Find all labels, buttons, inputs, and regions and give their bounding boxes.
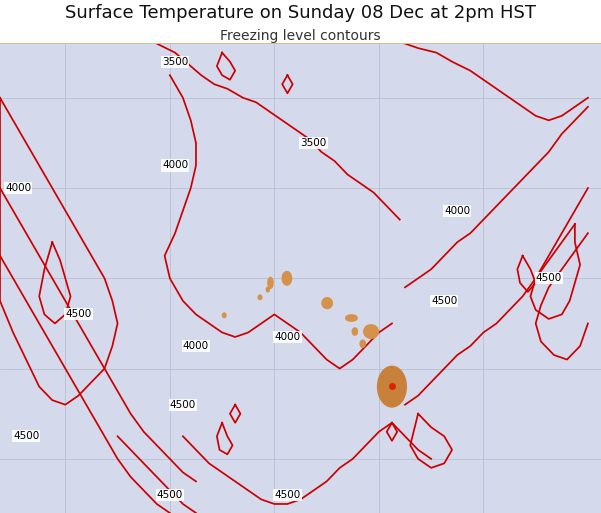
Text: 4500: 4500 [274, 490, 300, 500]
Ellipse shape [352, 328, 358, 335]
Text: 4500: 4500 [535, 273, 562, 283]
Ellipse shape [266, 287, 269, 292]
Text: 4000: 4000 [5, 183, 31, 193]
Text: Surface Temperature on Sunday 08 Dec at 2pm HST: Surface Temperature on Sunday 08 Dec at … [65, 4, 536, 22]
Ellipse shape [360, 340, 365, 347]
Text: 3500: 3500 [162, 56, 188, 67]
Text: 4000: 4000 [275, 332, 300, 342]
Ellipse shape [364, 325, 379, 339]
Text: 4500: 4500 [13, 431, 39, 441]
Text: 4000: 4000 [162, 161, 188, 170]
Ellipse shape [282, 271, 291, 285]
Ellipse shape [377, 366, 406, 407]
Text: 4500: 4500 [157, 490, 183, 500]
Ellipse shape [258, 295, 262, 300]
Text: 3500: 3500 [300, 138, 327, 148]
Text: 4500: 4500 [66, 309, 91, 320]
Text: 4500: 4500 [170, 400, 196, 410]
Ellipse shape [322, 298, 332, 308]
Text: 4500: 4500 [431, 296, 457, 306]
Text: 4000: 4000 [444, 206, 471, 215]
Ellipse shape [268, 278, 273, 288]
Text: Freezing level contours: Freezing level contours [220, 29, 381, 43]
Ellipse shape [222, 313, 226, 318]
Text: 4000: 4000 [183, 341, 209, 351]
Ellipse shape [346, 315, 357, 321]
